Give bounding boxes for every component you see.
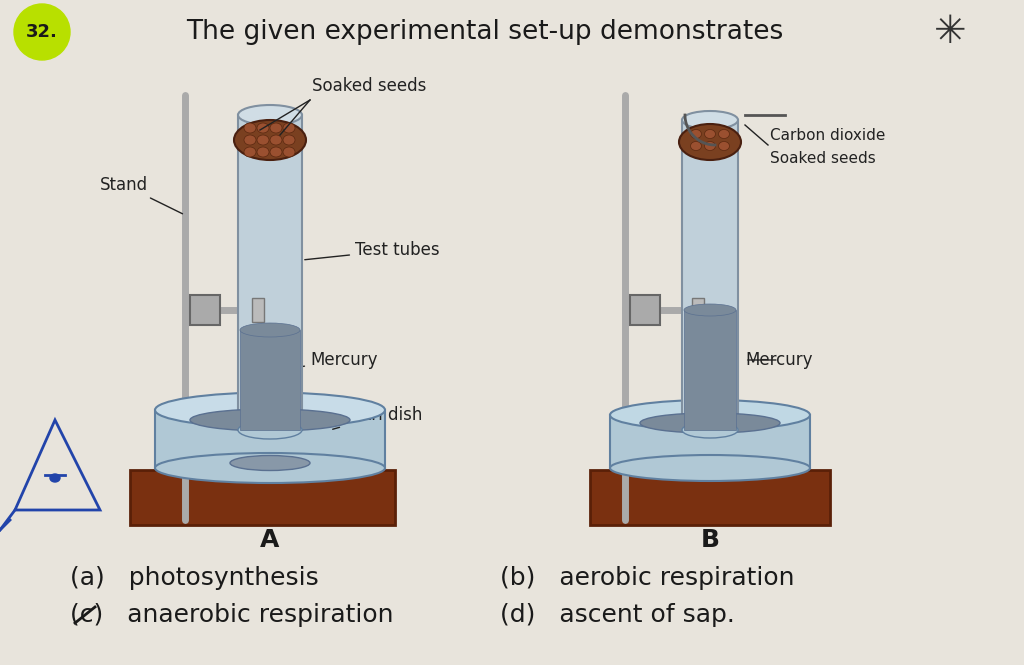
Ellipse shape <box>244 147 256 157</box>
Text: Mercury: Mercury <box>745 351 812 369</box>
Ellipse shape <box>270 123 282 133</box>
Ellipse shape <box>50 474 60 482</box>
Text: (b)   aerobic respiration: (b) aerobic respiration <box>500 566 795 590</box>
Ellipse shape <box>682 422 738 438</box>
Ellipse shape <box>283 147 295 157</box>
Bar <box>252 298 264 322</box>
Ellipse shape <box>283 123 295 133</box>
Ellipse shape <box>155 453 385 483</box>
Text: Test tubes: Test tubes <box>305 241 439 260</box>
Bar <box>610 415 810 468</box>
Ellipse shape <box>682 111 738 129</box>
Circle shape <box>14 4 70 60</box>
Bar <box>155 410 385 468</box>
Bar <box>190 295 220 325</box>
Ellipse shape <box>270 147 282 157</box>
Text: (c)   anaerobic respiration: (c) anaerobic respiration <box>70 603 393 627</box>
Ellipse shape <box>240 323 300 337</box>
Ellipse shape <box>610 455 810 481</box>
Text: ✳: ✳ <box>934 13 967 51</box>
Bar <box>684 310 736 430</box>
Ellipse shape <box>190 409 350 431</box>
Ellipse shape <box>679 124 741 160</box>
Text: B: B <box>700 528 720 552</box>
Ellipse shape <box>257 135 269 145</box>
Ellipse shape <box>705 130 716 138</box>
Ellipse shape <box>230 456 310 471</box>
Ellipse shape <box>234 120 306 160</box>
Ellipse shape <box>155 392 385 428</box>
Bar <box>130 470 395 525</box>
Text: (d)   ascent of sap.: (d) ascent of sap. <box>500 603 735 627</box>
Bar <box>590 470 830 525</box>
Text: Stand: Stand <box>100 176 182 213</box>
Ellipse shape <box>640 413 780 433</box>
Ellipse shape <box>244 123 256 133</box>
Ellipse shape <box>690 142 701 150</box>
Text: The given experimental set-up demonstrates: The given experimental set-up demonstrat… <box>186 19 783 45</box>
Text: Soaked seeds: Soaked seeds <box>770 150 876 166</box>
Bar <box>238 115 302 430</box>
Ellipse shape <box>283 135 295 145</box>
Ellipse shape <box>719 142 729 150</box>
Ellipse shape <box>270 135 282 145</box>
Text: Mercury: Mercury <box>283 351 378 370</box>
Bar <box>240 330 300 430</box>
Ellipse shape <box>719 130 729 138</box>
Text: Petri dish: Petri dish <box>333 406 422 429</box>
Ellipse shape <box>244 135 256 145</box>
Bar <box>692 298 705 322</box>
Ellipse shape <box>705 142 716 150</box>
Text: Soaked seeds: Soaked seeds <box>312 77 426 95</box>
Text: (a)   photosynthesis: (a) photosynthesis <box>70 566 318 590</box>
Bar <box>682 120 738 430</box>
Ellipse shape <box>690 130 701 138</box>
Ellipse shape <box>257 147 269 157</box>
Text: A: A <box>260 528 280 552</box>
Bar <box>630 295 660 325</box>
Ellipse shape <box>684 304 736 316</box>
Text: Carbon dioxide: Carbon dioxide <box>770 128 886 142</box>
Ellipse shape <box>238 105 302 125</box>
Ellipse shape <box>238 421 302 439</box>
Ellipse shape <box>610 400 810 430</box>
Text: 32.: 32. <box>26 23 58 41</box>
Ellipse shape <box>257 123 269 133</box>
